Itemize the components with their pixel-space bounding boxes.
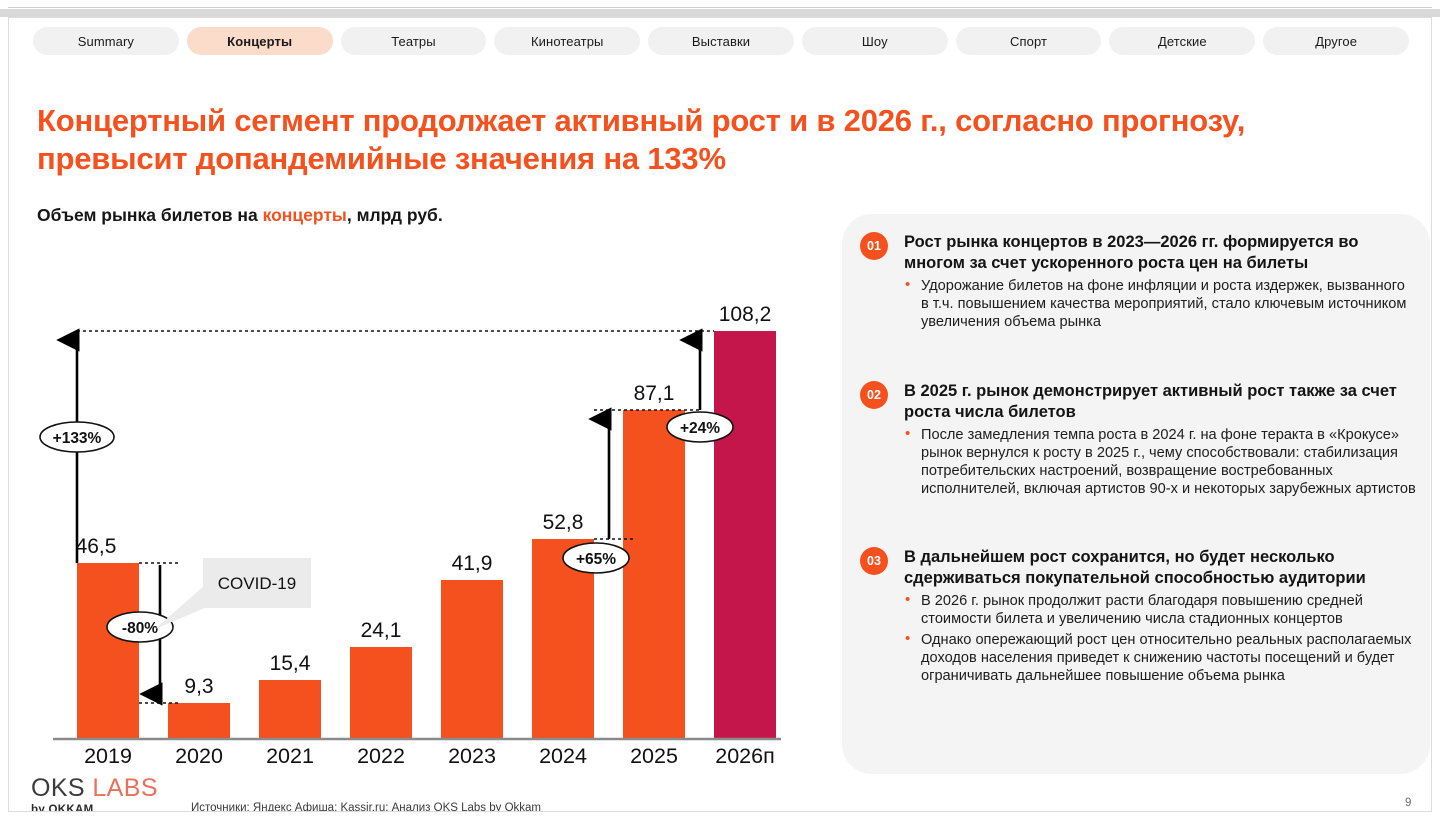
- slide-gap-band: [0, 9, 1440, 17]
- insight-bullet-list: После замедления темпа роста в 2024 г. н…: [904, 425, 1416, 498]
- list-item: В 2026 г. рынок продолжит расти благодар…: [904, 591, 1416, 628]
- insight-bullet-list: Удорожание билетов на фоне инфляции и ро…: [904, 276, 1416, 331]
- delta-label: +65%: [576, 551, 616, 568]
- value-label-2023: 41,9: [452, 552, 493, 575]
- insight-heading: Рост рынка концертов в 2023—2026 гг. фор…: [904, 233, 1359, 272]
- value-label-2024: 52,8: [543, 511, 584, 534]
- category-label-2021: 2021: [266, 744, 314, 768]
- logo-oks: OKS: [31, 774, 85, 802]
- insight-03: 03 В дальнейшем рост сохранится, но буде…: [860, 547, 1416, 688]
- page-title: Концертный сегмент продолжает активный р…: [37, 103, 1246, 176]
- chart-subtitle: Объем рынка билетов на концерты, млрд ру…: [37, 205, 443, 226]
- category-label-2024: 2024: [539, 744, 587, 768]
- tab-label: Спорт: [1010, 33, 1048, 49]
- bar-2020: [168, 703, 230, 738]
- category-label-2020: 2020: [175, 744, 223, 768]
- insight-02: 02 В 2025 г. рынок демонстрирует активны…: [860, 381, 1416, 501]
- tab-label: Кинотеатры: [531, 33, 604, 49]
- sources-note: Источники: Яндекс Афиша; Kassir.ru; Анал…: [191, 802, 541, 812]
- tab-label: Summary: [77, 33, 135, 49]
- delta-badge-plus133: +133%: [39, 421, 115, 453]
- bar-2023: [441, 580, 503, 738]
- company-logo: OKS LABS by OKKAM: [31, 776, 158, 812]
- tab-label: Выставки: [691, 33, 751, 49]
- chart-category-labels: 2019 2020 2021 2022 2023 2024 2025 2026п: [84, 744, 775, 768]
- tab-shows[interactable]: Шоу: [801, 27, 948, 55]
- logo-byline: by OKKAM: [31, 804, 94, 812]
- insight-number-badge: 01: [860, 232, 888, 260]
- chart-subtitle-after: , млрд руб.: [346, 205, 443, 225]
- value-label-2025: 87,1: [634, 382, 675, 405]
- delta-label: +133%: [53, 430, 102, 447]
- list-item: Однако опережающий рост цен относительно…: [904, 630, 1416, 685]
- value-label-2021: 15,4: [270, 652, 311, 675]
- tab-kids[interactable]: Детские: [1109, 27, 1256, 55]
- tab-concerts[interactable]: Концерты: [186, 27, 333, 55]
- category-label-2025: 2025: [630, 744, 678, 768]
- previous-slide-edge: [8, 0, 1432, 8]
- tab-label: Театры: [391, 33, 436, 49]
- tab-exhibitions[interactable]: Выставки: [648, 27, 794, 55]
- insight-number-badge: 03: [860, 547, 888, 575]
- category-label-2019: 2019: [84, 744, 132, 768]
- insight-bullet-list: В 2026 г. рынок продолжит расти благодар…: [904, 591, 1416, 685]
- delta-badge-minus80: -80%: [106, 611, 174, 643]
- tab-label: Концерты: [227, 33, 293, 49]
- delta-label: +24%: [680, 420, 720, 437]
- chart-value-labels: 46,5 9,3 15,4 24,1 41,9 52,8 87,1 108,2: [76, 303, 772, 698]
- tab-summary[interactable]: Summary: [33, 27, 179, 55]
- list-item: После замедления темпа роста в 2024 г. н…: [904, 425, 1416, 498]
- insight-01: 01 Рост рынка концертов в 2023—2026 гг. …: [860, 232, 1416, 334]
- bar-2025: [623, 410, 685, 738]
- category-label-2026: 2026п: [715, 744, 774, 768]
- chart-canvas: 46,5 9,3 15,4 24,1 41,9 52,8 87,1 108,2: [39, 303, 781, 768]
- bar-2022: [350, 647, 412, 738]
- tab-label: Детские: [1157, 33, 1207, 49]
- category-label-2022: 2022: [357, 744, 405, 768]
- insight-number-badge: 02: [860, 381, 888, 409]
- segment-tab-bar: Summary Концерты Театры Кинотеатры Выста…: [33, 27, 1410, 63]
- covid-callout: COVID-19: [155, 558, 311, 629]
- tab-label: Другое: [1315, 33, 1358, 49]
- delta-label: -80%: [122, 620, 158, 637]
- bar-2026: [714, 331, 776, 738]
- page-number: 9: [1405, 797, 1412, 809]
- insights-panel: 01 Рост рынка концертов в 2023—2026 гг. …: [842, 214, 1430, 774]
- list-item: Удорожание билетов на фоне инфляции и ро…: [904, 276, 1416, 331]
- value-label-2019: 46,5: [76, 535, 117, 558]
- delta-badge-plus65: +65%: [562, 542, 630, 574]
- value-label-2020: 9,3: [184, 675, 213, 698]
- market-volume-bar-chart: 46,5 9,3 15,4 24,1 41,9 52,8 87,1 108,2: [9, 228, 829, 773]
- slide: Summary Концерты Театры Кинотеатры Выста…: [8, 17, 1432, 812]
- bar-2019: [77, 563, 139, 738]
- logo-wordmark: OKS LABS: [31, 776, 158, 801]
- chart-delta-badges: +133% -80% +65% +24%: [39, 411, 734, 643]
- chart-subtitle-highlight: концерты: [262, 205, 347, 225]
- insight-heading: В 2025 г. рынок демонстрирует активный р…: [904, 382, 1397, 421]
- tab-other[interactable]: Другое: [1263, 27, 1410, 55]
- tab-theatres[interactable]: Театры: [340, 27, 487, 55]
- chart-subtitle-before: Объем рынка билетов на: [37, 205, 263, 225]
- value-label-2022: 24,1: [361, 619, 402, 642]
- insight-heading: В дальнейшем рост сохранится, но будет н…: [904, 548, 1366, 587]
- delta-badge-plus24: +24%: [666, 411, 734, 443]
- tab-sport[interactable]: Спорт: [955, 27, 1102, 55]
- covid-callout-label: COVID-19: [218, 574, 296, 593]
- tab-cinemas[interactable]: Кинотеатры: [494, 27, 641, 55]
- value-label-2026: 108,2: [719, 303, 772, 326]
- bar-2021: [259, 680, 321, 738]
- chart-bars: [77, 331, 776, 738]
- category-label-2023: 2023: [448, 744, 496, 768]
- tab-label: Шоу: [861, 33, 888, 49]
- logo-labs: LABS: [92, 774, 158, 802]
